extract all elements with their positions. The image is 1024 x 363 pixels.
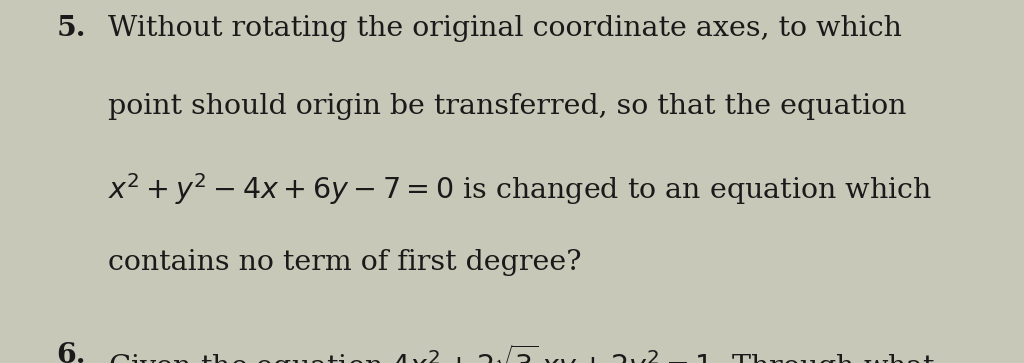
Text: contains no term of first degree?: contains no term of first degree? bbox=[108, 249, 581, 276]
Text: $x^2+y^2-4x+6y-7=0$ is changed to an equation which: $x^2+y^2-4x+6y-7=0$ is changed to an equ… bbox=[108, 171, 932, 207]
Text: point should origin be transferred, so that the equation: point should origin be transferred, so t… bbox=[108, 93, 906, 119]
Text: Without rotating the original coordinate axes, to which: Without rotating the original coordinate… bbox=[108, 15, 901, 41]
Text: Given the equation $4x^2+2\sqrt{3}\,xy+2y^2=1$. Through what: Given the equation $4x^2+2\sqrt{3}\,xy+2… bbox=[108, 342, 936, 363]
Text: 5.: 5. bbox=[56, 15, 86, 41]
Text: 6.: 6. bbox=[56, 342, 86, 363]
